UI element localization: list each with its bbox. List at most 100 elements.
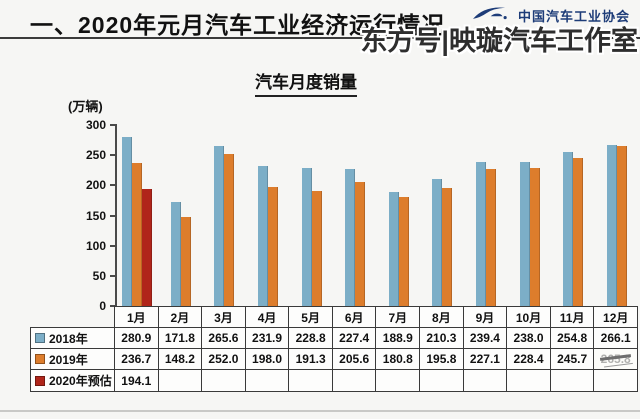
- bottom-divider: [0, 410, 640, 412]
- y-axis-tick: [110, 274, 117, 277]
- bar-2018年-11月: [563, 152, 574, 306]
- value-cell: 239.4: [463, 328, 508, 349]
- legend-cell: 2019年: [30, 349, 115, 370]
- value-cell: 228.8: [289, 328, 333, 349]
- bar-group-10月: [507, 125, 551, 306]
- bar-2019年-7月: [398, 196, 409, 306]
- y-axis-tick-label: 300: [85, 118, 106, 132]
- y-axis-tick: [110, 214, 117, 217]
- value-cell: [245, 370, 290, 392]
- legend-cell: 2020年预估: [30, 370, 115, 392]
- month-header-cell: 2月: [158, 306, 203, 328]
- value-cell: 265.8: [594, 349, 638, 370]
- bar-2019年-12月: [616, 145, 627, 306]
- y-axis-tick-label: 0: [99, 299, 106, 313]
- y-axis-tick: [110, 184, 117, 187]
- legend-cell: 2018年: [30, 328, 115, 349]
- value-cell: 280.9: [115, 328, 159, 349]
- caam-logo: 中国汽车工业协会: [471, 3, 630, 28]
- value-cell: 205.6: [332, 349, 377, 370]
- bar-2019年-6月: [355, 181, 366, 306]
- value-cell: [158, 370, 203, 392]
- month-header-cell: 5月: [289, 306, 333, 328]
- value-cell: 231.9: [245, 328, 290, 349]
- y-axis-tick: [110, 244, 117, 247]
- bar-2018年-3月: [214, 145, 225, 306]
- bar-group-11月: [551, 125, 595, 306]
- value-cell: 195.8: [420, 349, 464, 370]
- bar-2019年-4月: [268, 186, 279, 306]
- bar-group-3月: [202, 125, 246, 306]
- bar-2020年预估-1月: [142, 188, 153, 306]
- bar-2019年-5月: [311, 190, 322, 306]
- month-header-cell: 10月: [507, 306, 551, 328]
- value-cell: [420, 370, 464, 392]
- month-header-cell: 1月: [115, 306, 159, 328]
- value-cell: 227.1: [463, 349, 508, 370]
- bar-2018年-1月: [122, 136, 133, 306]
- value-cell: [463, 370, 508, 392]
- value-cell: [376, 370, 421, 392]
- value-cell: 210.3: [420, 328, 464, 349]
- value-cell: 148.2: [158, 349, 203, 370]
- value-cell: 194.1: [115, 370, 159, 392]
- y-axis-tick: [110, 154, 117, 157]
- bar-2019年-8月: [442, 187, 453, 306]
- value-cell: [289, 370, 333, 392]
- bar-2018年-7月: [388, 192, 399, 306]
- value-cell: 254.8: [550, 328, 595, 349]
- bar-group-7月: [377, 125, 421, 306]
- value-cell: 245.7: [550, 349, 595, 370]
- bar-group-12月: [594, 125, 638, 306]
- legend-swatch: [35, 333, 45, 343]
- value-cell: 227.4: [332, 328, 377, 349]
- bar-2018年-6月: [345, 168, 356, 306]
- bar-2018年-5月: [301, 167, 312, 306]
- y-axis-tick: [110, 305, 117, 307]
- bar-2018年-9月: [475, 161, 486, 306]
- value-cell: 191.3: [289, 349, 333, 370]
- chart-title: 汽车月度销量: [255, 68, 357, 97]
- bar-group-2月: [159, 125, 203, 306]
- y-axis-tick-label: 50: [92, 268, 106, 283]
- month-header-cell: 9月: [463, 306, 508, 328]
- month-header-cell: 11月: [550, 306, 595, 328]
- value-cell: [594, 370, 638, 392]
- bar-2019年-1月: [132, 163, 143, 306]
- plot-area: 300 250 200 150 100 50 0: [86, 119, 638, 312]
- value-cell: 198.0: [245, 349, 290, 370]
- y-axis-tick-label: 200: [85, 178, 106, 193]
- value-cell: 228.4: [507, 349, 551, 370]
- y-axis-tick: [110, 124, 117, 126]
- caam-logo-text: 中国汽车工业协会: [517, 9, 630, 24]
- header-divider: [0, 37, 640, 39]
- bar-2019年-9月: [485, 168, 496, 306]
- month-header-cell: 8月: [420, 306, 464, 328]
- table-corner-cell: [30, 306, 115, 328]
- value-cell: [507, 370, 551, 392]
- bar-group-4月: [246, 125, 290, 306]
- legend-label: 2018年: [49, 331, 88, 346]
- bar-group-9月: [464, 125, 508, 306]
- watermark-text: 东方号|映璇汽车工作室: [360, 26, 638, 56]
- bar-2018年-10月: [519, 162, 530, 306]
- value-cell: [550, 370, 595, 392]
- value-cell: 236.7: [115, 349, 159, 370]
- bar-2018年-4月: [258, 166, 269, 306]
- value-cell: 171.8: [158, 328, 203, 349]
- legend-label: 2019年: [49, 352, 88, 367]
- bar-2018年-2月: [170, 202, 181, 306]
- month-header-cell: 6月: [332, 306, 377, 328]
- month-header-cell: 4月: [245, 306, 290, 328]
- bar-2019年-3月: [224, 153, 235, 306]
- bar-2019年-10月: [529, 168, 540, 306]
- bar-2018年-8月: [432, 179, 443, 306]
- legend-label: 2020年预估: [49, 374, 112, 388]
- bar-group-8月: [420, 125, 464, 306]
- value-cell: 188.9: [376, 328, 421, 349]
- value-cell: 252.0: [202, 349, 246, 370]
- bar-2019年-11月: [573, 157, 584, 306]
- month-header-cell: 7月: [376, 306, 421, 328]
- y-axis-tick-label: 100: [85, 238, 106, 253]
